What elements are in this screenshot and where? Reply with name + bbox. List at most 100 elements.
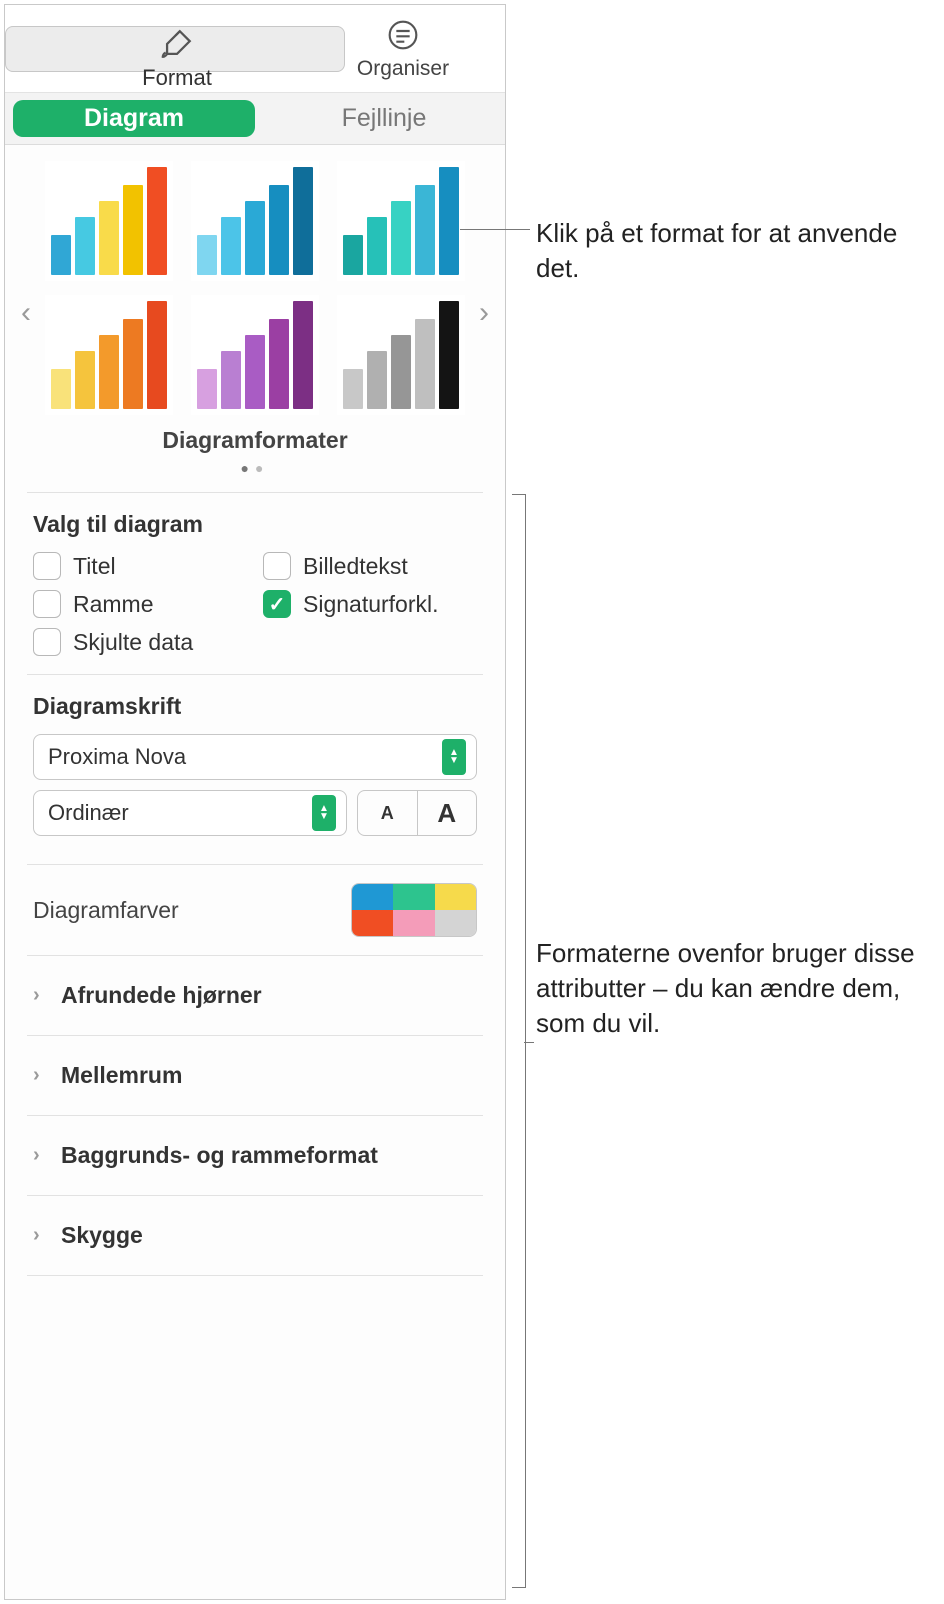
- disclosure-background[interactable]: › Baggrunds- og rammeformat: [5, 1116, 505, 1195]
- checkbox-skjulte-data[interactable]: Skjulte data: [33, 628, 247, 656]
- chart-font-title: Diagramskrift: [33, 693, 477, 720]
- chart-style-bar: [197, 235, 217, 275]
- chart-style-bar: [293, 301, 313, 409]
- separator: [27, 1275, 483, 1276]
- checkbox-titel-label: Titel: [73, 553, 116, 580]
- disclosure-gaps-label: Mellemrum: [61, 1062, 182, 1089]
- font-size-decrease-button[interactable]: A: [358, 791, 417, 835]
- chart-style-bar: [245, 201, 265, 275]
- checkbox-skjulte-label: Skjulte data: [73, 629, 193, 656]
- organize-toolbar-button[interactable]: Organiser: [345, 6, 461, 92]
- callout-top-text: Klik på et format for at anvende det.: [536, 218, 897, 283]
- checkbox-ramme-label: Ramme: [73, 591, 154, 618]
- chart-style-bar: [293, 167, 313, 275]
- chart-colors-row: Diagramfarver: [5, 865, 505, 955]
- chart-colors-swatch[interactable]: [351, 883, 477, 937]
- font-weight-value: Ordinær: [48, 800, 129, 826]
- checkbox-billedtekst-label: Billedtekst: [303, 553, 408, 580]
- chart-style-bar: [415, 319, 435, 409]
- tab-diagram[interactable]: Diagram: [13, 100, 255, 137]
- chart-style-thumb[interactable]: [45, 161, 173, 281]
- chart-style-thumb[interactable]: [191, 161, 319, 281]
- chart-style-bar: [197, 369, 217, 409]
- chart-style-bar: [245, 335, 265, 409]
- font-size-increase-button[interactable]: A: [417, 791, 477, 835]
- chart-style-bar: [439, 167, 459, 275]
- chart-style-bar: [343, 369, 363, 409]
- chart-style-bar: [221, 351, 241, 409]
- top-toolbar: Format Organiser: [5, 5, 505, 93]
- chart-style-bar: [269, 319, 289, 409]
- chart-style-bar: [391, 201, 411, 275]
- chart-options-section: Valg til diagram Titel Billedtekst Ramme…: [5, 493, 505, 674]
- chart-style-bar: [269, 185, 289, 275]
- font-family-select[interactable]: Proxima Nova ▲▼: [33, 734, 477, 780]
- chart-style-thumb[interactable]: [337, 161, 465, 281]
- chevron-right-icon: ›: [33, 984, 49, 1007]
- chart-style-bar: [439, 301, 459, 409]
- checkbox-signatur[interactable]: ✓ Signaturforkl.: [263, 590, 477, 618]
- chart-style-gallery: ‹ › Diagramformater ●●: [5, 145, 505, 492]
- organize-icon: [385, 17, 421, 53]
- checkbox-ramme[interactable]: Ramme: [33, 590, 247, 618]
- inspector-panel: Format Organiser Diagram Fejllinje ‹ › D…: [4, 4, 506, 1600]
- chart-style-bar: [51, 369, 71, 409]
- checkbox-billedtekst[interactable]: Billedtekst: [263, 552, 477, 580]
- chart-style-bar: [99, 201, 119, 275]
- gallery-page-dots: ●●: [45, 460, 465, 476]
- callout-bracket: [512, 494, 526, 1588]
- gallery-label: Diagramformater: [45, 427, 465, 454]
- font-size-stepper: A A: [357, 790, 477, 836]
- select-stepper-icon: ▲▼: [312, 795, 336, 831]
- checkbox-titel[interactable]: Titel: [33, 552, 247, 580]
- callout-mid: Formaterne ovenfor bruger disse attribut…: [536, 936, 936, 1041]
- swatch-cell: [352, 884, 393, 910]
- disclosure-rounded-label: Afrundede hjørner: [61, 982, 262, 1009]
- chart-style-bar: [75, 217, 95, 275]
- chevron-right-icon: ›: [33, 1224, 49, 1247]
- select-stepper-icon: ▲▼: [442, 739, 466, 775]
- chart-font-section: Diagramskrift Proxima Nova ▲▼ Ordinær ▲▼…: [5, 675, 505, 864]
- swatch-cell: [435, 884, 476, 910]
- tab-errorbar[interactable]: Fejllinje: [263, 98, 505, 139]
- chart-style-bar: [75, 351, 95, 409]
- chart-style-bar: [123, 185, 143, 275]
- chart-style-bar: [147, 167, 167, 275]
- chart-style-thumb[interactable]: [337, 295, 465, 415]
- swatch-cell: [352, 910, 393, 936]
- gallery-prev-button[interactable]: ‹: [13, 295, 39, 331]
- disclosure-shadow-label: Skygge: [61, 1222, 143, 1249]
- chart-style-bar: [123, 319, 143, 409]
- disclosure-gaps[interactable]: › Mellemrum: [5, 1036, 505, 1115]
- disclosure-rounded-corners[interactable]: › Afrundede hjørner: [5, 956, 505, 1035]
- callout-mid-text: Formaterne ovenfor bruger disse attribut…: [536, 938, 915, 1038]
- font-family-value: Proxima Nova: [48, 744, 186, 770]
- format-toolbar-button[interactable]: Format: [5, 26, 345, 72]
- chart-style-bar: [51, 235, 71, 275]
- subtab-row: Diagram Fejllinje: [5, 93, 505, 145]
- gallery-next-button[interactable]: ›: [471, 295, 497, 331]
- chart-style-thumb[interactable]: [191, 295, 319, 415]
- disclosure-shadow[interactable]: › Skygge: [5, 1196, 505, 1275]
- callout-top: Klik på et format for at anvende det.: [536, 216, 936, 286]
- chevron-right-icon: ›: [33, 1144, 49, 1167]
- chevron-right-icon: ›: [33, 1064, 49, 1087]
- checkbox-signatur-label: Signaturforkl.: [303, 591, 439, 618]
- chart-style-bar: [367, 351, 387, 409]
- font-weight-select[interactable]: Ordinær ▲▼: [33, 790, 347, 836]
- chart-style-bar: [415, 185, 435, 275]
- swatch-cell: [393, 910, 434, 936]
- chart-style-bar: [147, 301, 167, 409]
- chart-style-bar: [221, 217, 241, 275]
- chart-style-bar: [367, 217, 387, 275]
- organize-toolbar-label: Organiser: [357, 57, 449, 81]
- chart-colors-label: Diagramfarver: [33, 897, 179, 924]
- chart-style-bar: [391, 335, 411, 409]
- format-toolbar-label: Format: [142, 65, 212, 91]
- paintbrush-icon: [159, 27, 195, 61]
- chart-style-thumb[interactable]: [45, 295, 173, 415]
- swatch-cell: [393, 884, 434, 910]
- disclosure-background-label: Baggrunds- og rammeformat: [61, 1142, 378, 1169]
- chart-style-bar: [99, 335, 119, 409]
- chart-options-title: Valg til diagram: [33, 511, 477, 538]
